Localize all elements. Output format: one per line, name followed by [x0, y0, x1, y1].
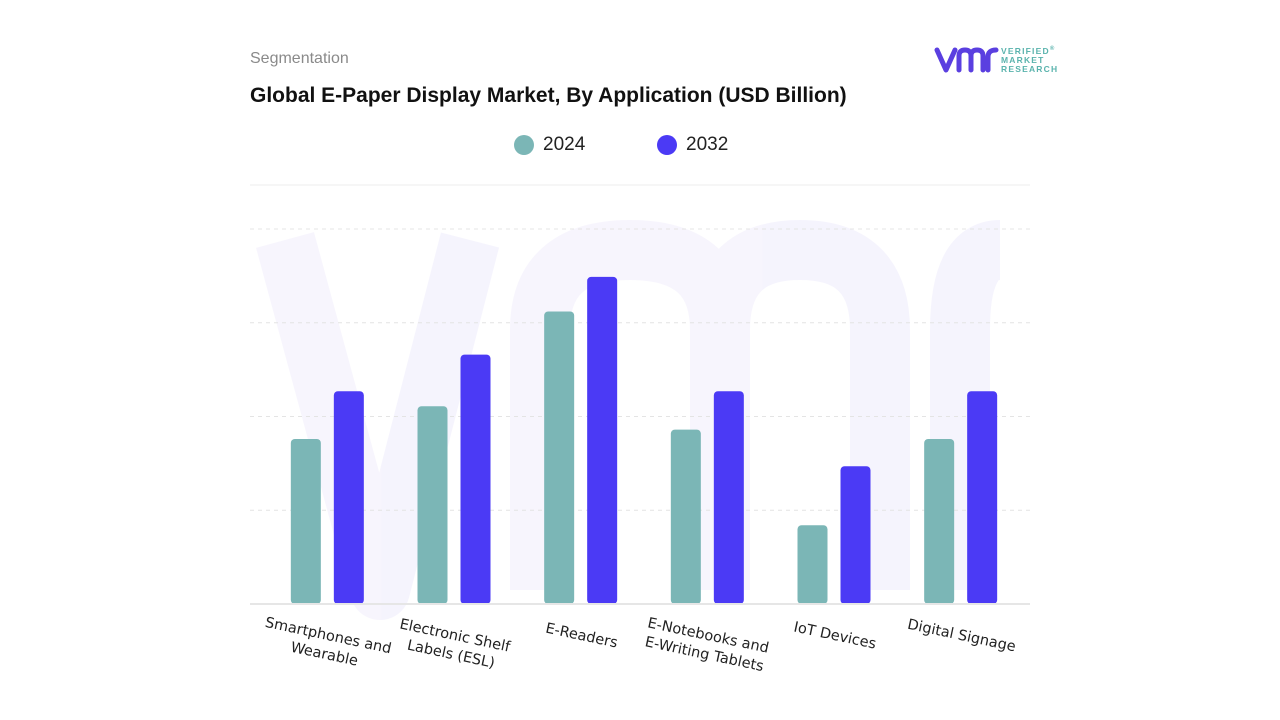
bar-2024-1: [417, 406, 448, 604]
bars: [290, 276, 998, 604]
legend-item-2024: 2024: [514, 134, 585, 156]
grid-lines: [250, 228, 1030, 511]
watermark-logo: [256, 219, 1003, 620]
bar-2024-2: [544, 311, 575, 604]
segmentation-label: Segmentation: [250, 50, 349, 67]
chart-title: Global E-Paper Display Market, By Applic…: [250, 84, 847, 107]
x-tick-label-line: IoT Devices: [792, 620, 877, 653]
bar-2032-2: [587, 276, 618, 604]
x-tick-label-4: IoT Devices: [792, 620, 877, 653]
bar-2032-0: [333, 391, 364, 604]
legend-label-2032: 2032: [686, 134, 729, 155]
logo-text: VERIFIED® MARKET RESEARCH: [1001, 45, 1058, 74]
legend-swatch-2032: [657, 135, 677, 155]
logo-line-3: RESEARCH: [1001, 63, 1059, 74]
bar-2024-0: [290, 439, 321, 604]
x-axis-labels: Smartphones andWearable Electronic ShelfL…: [260, 615, 1018, 676]
logo-line-2: MARKET: [1001, 54, 1045, 65]
logo-line-1: VERIFIED: [1001, 45, 1050, 56]
x-tick-label-3: E-Notebooks andE-Writing Tablets: [642, 615, 770, 675]
logo-registered: ®: [1049, 46, 1056, 52]
chart-legend: 2024 2032: [0, 134, 1280, 164]
x-tick-label-5: Digital Signage: [906, 617, 1017, 656]
bar-2032-5: [967, 391, 998, 604]
bar-2024-5: [924, 439, 955, 604]
legend-item-2032: 2032: [657, 134, 728, 156]
vmr-logo-icon: [934, 47, 999, 73]
bar-2024-3: [670, 429, 701, 604]
bar-2024-4: [797, 525, 828, 604]
x-tick-label-2: E-Readers: [544, 621, 619, 652]
x-tick-label-0: Smartphones andWearable: [260, 615, 393, 676]
x-tick-label-1: Electronic ShelfLabels (ESL): [394, 617, 512, 675]
legend-swatch-2024: [514, 135, 534, 155]
legend-label-2024: 2024: [543, 134, 586, 155]
x-tick-label-line: E-Readers: [544, 621, 619, 652]
bar-2032-4: [840, 466, 871, 604]
x-tick-label-line: Digital Signage: [906, 617, 1017, 656]
bar-2032-1: [460, 354, 491, 604]
bar-2032-3: [713, 391, 744, 604]
